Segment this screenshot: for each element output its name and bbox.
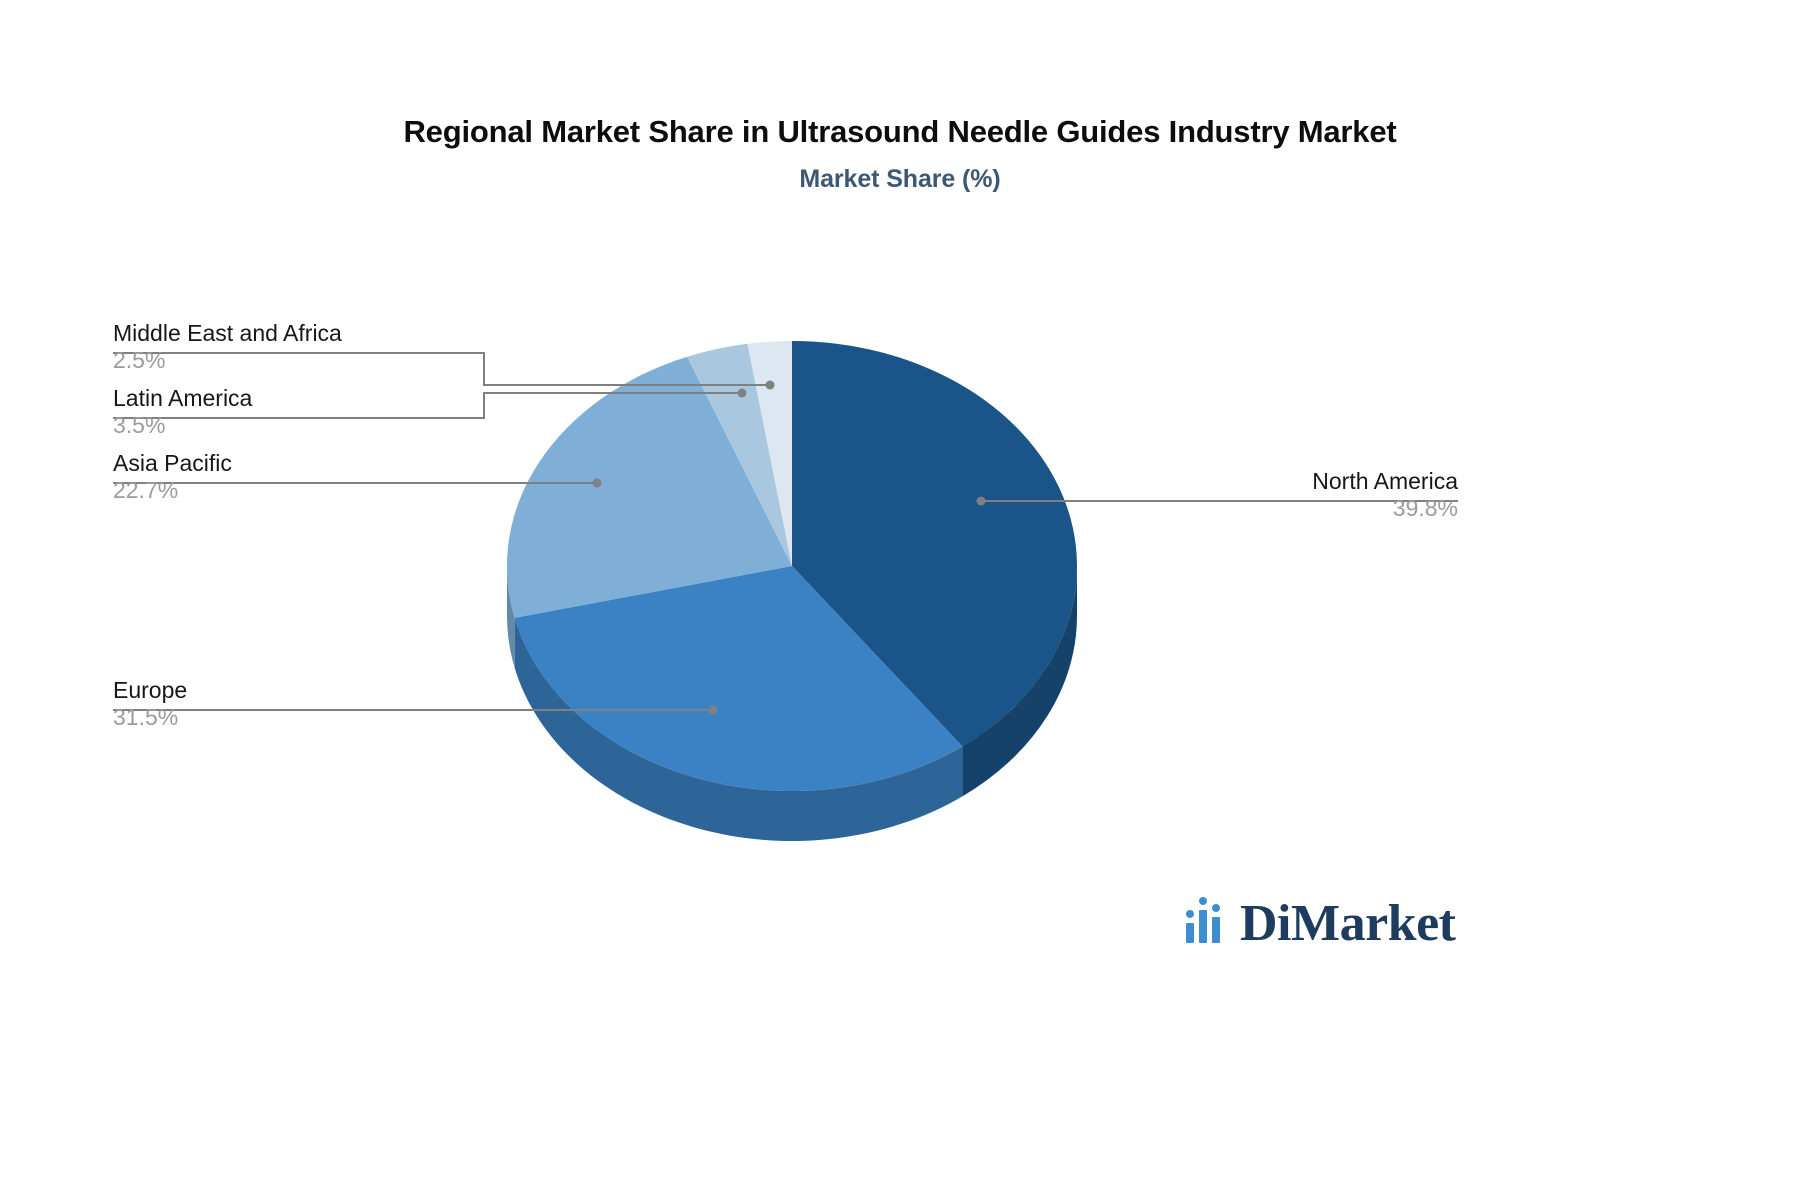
dot-na — [976, 496, 986, 506]
leader-dots — [592, 380, 986, 715]
brand-name: DiMarket — [1240, 895, 1456, 952]
chart-title: Regional Market Share in Ultrasound Need… — [403, 114, 1397, 149]
slice-depth — [962, 566, 1077, 797]
dot-apac — [592, 478, 602, 488]
bar-chart-icon — [1186, 897, 1230, 947]
callout-value-europe: 31.5% — [113, 704, 179, 731]
dot-mea — [765, 380, 775, 390]
chart-subtitle: Market Share (%) — [799, 165, 1001, 193]
slice-middle-east-and-africa[interactable] — [747, 341, 792, 566]
callout-label-latam: Latin America — [113, 385, 253, 411]
callout-europe[interactable]: Europe 31.5% — [113, 677, 187, 731]
callout-latin-america[interactable]: Latin America 3.5% — [113, 385, 252, 439]
slice-depth — [514, 617, 963, 842]
callout-asia-pacific[interactable]: Asia Pacific 22.7% — [113, 450, 232, 504]
pie-depth — [507, 566, 1077, 842]
leader-lines — [113, 352, 1458, 711]
dot-europe — [708, 705, 718, 715]
leader-mea — [113, 352, 770, 386]
brand-logo: DiMarket — [1186, 895, 1456, 952]
callout-value-mea: 2.5% — [113, 347, 166, 374]
callout-value-na: 39.8% — [1392, 495, 1458, 522]
callout-label-europe: Europe — [113, 677, 188, 703]
slice-depth — [507, 566, 515, 668]
slice-latin-america[interactable] — [687, 343, 792, 566]
slice-asia-pacific[interactable] — [507, 356, 792, 618]
callout-north-america[interactable]: North America 39.8% — [1312, 468, 1458, 522]
dot-latam — [737, 388, 747, 398]
callout-value-apac: 22.7% — [113, 477, 179, 504]
slice-north-america[interactable] — [792, 341, 1077, 747]
leader-latam — [113, 392, 742, 419]
callout-middle-east-and-africa[interactable]: Middle East and Africa 2.5% — [113, 320, 342, 374]
pie-slices — [507, 341, 1077, 791]
callout-label-na: North America — [1312, 468, 1458, 494]
callout-value-latam: 3.5% — [113, 412, 166, 439]
callout-label-apac: Asia Pacific — [113, 450, 232, 476]
slice-europe[interactable] — [514, 566, 963, 791]
callout-label-mea: Middle East and Africa — [113, 320, 342, 346]
